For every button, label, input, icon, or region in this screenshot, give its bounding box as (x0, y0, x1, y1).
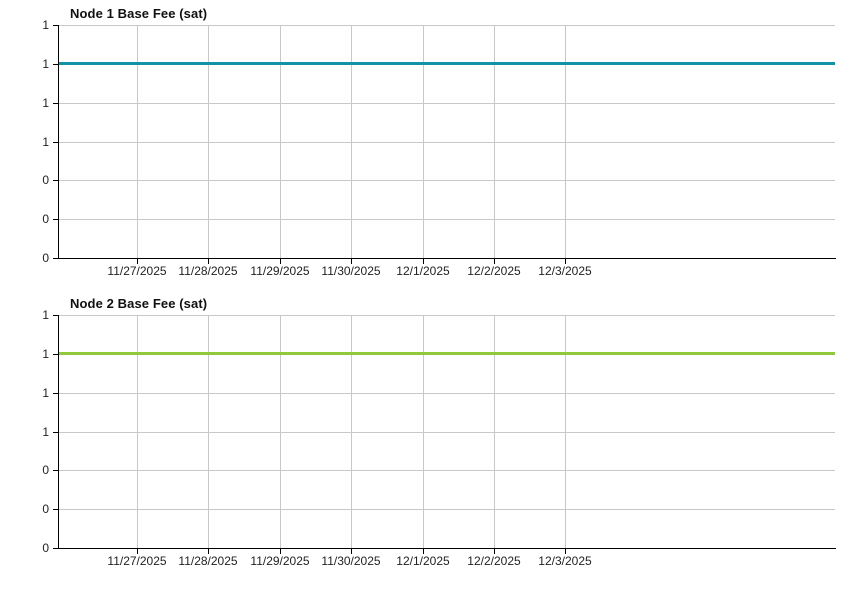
x-axis-tick-label: 11/29/2025 (250, 554, 310, 568)
x-axis-tick-label: 11/28/2025 (178, 554, 238, 568)
y-axis-tick-label: 0 (42, 541, 49, 555)
y-axis-tick-mark (53, 258, 58, 259)
y-axis-tick-mark (53, 103, 58, 104)
series-line (58, 352, 835, 356)
x-axis-line (58, 548, 836, 549)
x-axis-tick-mark (351, 549, 352, 554)
x-axis-tick-mark (280, 259, 281, 264)
gridline-horizontal (58, 432, 835, 433)
y-axis-tick-mark (53, 142, 58, 143)
x-axis-tick-mark (494, 549, 495, 554)
gridline-horizontal (58, 180, 835, 181)
y-axis-tick-mark (53, 219, 58, 220)
x-axis-line (58, 258, 836, 259)
y-axis-tick-label: 1 (42, 96, 49, 110)
x-axis-tick-mark (208, 259, 209, 264)
x-axis-tick-label: 11/27/2025 (107, 264, 167, 278)
chart-panel-node-1: Node 1 Base Fee (sat) 1 1 1 1 0 0 0 11/27/2025… (0, 0, 860, 290)
y-axis-tick-label: 1 (42, 57, 49, 71)
gridline-horizontal (58, 315, 835, 316)
x-axis-tick-label: 12/2/2025 (467, 264, 521, 278)
x-axis-tick-label: 11/30/2025 (321, 554, 381, 568)
x-axis-tick-label: 12/1/2025 (396, 264, 450, 278)
gridline-horizontal (58, 142, 835, 143)
y-axis-tick-mark (53, 470, 58, 471)
gridline-vertical (351, 25, 352, 258)
gridline-vertical (137, 315, 138, 548)
y-axis-tick-label: 1 (42, 386, 49, 400)
y-axis-line (58, 25, 59, 259)
gridline-vertical (494, 25, 495, 258)
x-axis-tick-label: 12/2/2025 (467, 554, 521, 568)
y-axis-tick-mark (53, 180, 58, 181)
y-axis-tick-label: 1 (42, 18, 49, 32)
x-axis-tick-label: 12/1/2025 (396, 554, 450, 568)
gridline-vertical (280, 315, 281, 548)
x-axis-tick-mark (280, 549, 281, 554)
gridline-vertical (423, 315, 424, 548)
y-axis-tick-mark (53, 548, 58, 549)
gridline-horizontal (58, 393, 835, 394)
y-axis-tick-mark (53, 354, 58, 355)
x-axis-tick-mark (494, 259, 495, 264)
gridline-vertical (208, 315, 209, 548)
y-axis-tick-label: 0 (42, 212, 49, 226)
y-axis-tick-mark (53, 393, 58, 394)
y-axis-tick-label: 0 (42, 173, 49, 187)
x-axis-tick-label: 12/3/2025 (538, 554, 592, 568)
y-axis-line (58, 315, 59, 549)
x-axis-tick-mark (208, 549, 209, 554)
y-axis-tick-mark (53, 509, 58, 510)
y-axis-tick-mark (53, 432, 58, 433)
y-axis-tick-label: 1 (42, 135, 49, 149)
y-axis-tick-label: 1 (42, 347, 49, 361)
x-axis-tick-mark (423, 549, 424, 554)
x-axis-tick-mark (565, 259, 566, 264)
gridline-vertical (565, 315, 566, 548)
gridline-horizontal (58, 509, 835, 510)
plot-area (58, 25, 835, 259)
x-axis-tick-label: 11/28/2025 (178, 264, 238, 278)
chart-panel-node-2: Node 2 Base Fee (sat) 1 1 1 1 0 0 0 11/27/2025… (0, 290, 860, 580)
y-axis-tick-label: 0 (42, 463, 49, 477)
gridline-vertical (351, 315, 352, 548)
x-axis-tick-label: 11/27/2025 (107, 554, 167, 568)
gridline-horizontal (58, 470, 835, 471)
y-axis-tick-label: 0 (42, 251, 49, 265)
gridline-vertical (565, 25, 566, 258)
y-axis-tick-label: 1 (42, 425, 49, 439)
y-axis-tick-mark (53, 64, 58, 65)
y-axis-tick-mark (53, 25, 58, 26)
x-axis-tick-label: 11/30/2025 (321, 264, 381, 278)
gridline-vertical (423, 25, 424, 258)
x-axis-tick-mark (423, 259, 424, 264)
x-axis-tick-mark (137, 259, 138, 264)
y-axis-tick-mark (53, 315, 58, 316)
y-axis-tick-label: 1 (42, 308, 49, 322)
x-axis-tick-mark (137, 549, 138, 554)
gridline-horizontal (58, 25, 835, 26)
x-axis-tick-mark (351, 259, 352, 264)
gridline-vertical (280, 25, 281, 258)
chart-title: Node 2 Base Fee (sat) (70, 296, 208, 311)
chart-title: Node 1 Base Fee (sat) (70, 6, 208, 21)
gridline-horizontal (58, 103, 835, 104)
series-line (58, 62, 835, 66)
gridline-horizontal (58, 219, 835, 220)
gridline-vertical (208, 25, 209, 258)
x-axis-tick-mark (565, 549, 566, 554)
y-axis-tick-label: 0 (42, 502, 49, 516)
gridline-vertical (137, 25, 138, 258)
x-axis-tick-label: 12/3/2025 (538, 264, 592, 278)
plot-area (58, 315, 835, 549)
gridline-vertical (494, 315, 495, 548)
x-axis-tick-label: 11/29/2025 (250, 264, 310, 278)
